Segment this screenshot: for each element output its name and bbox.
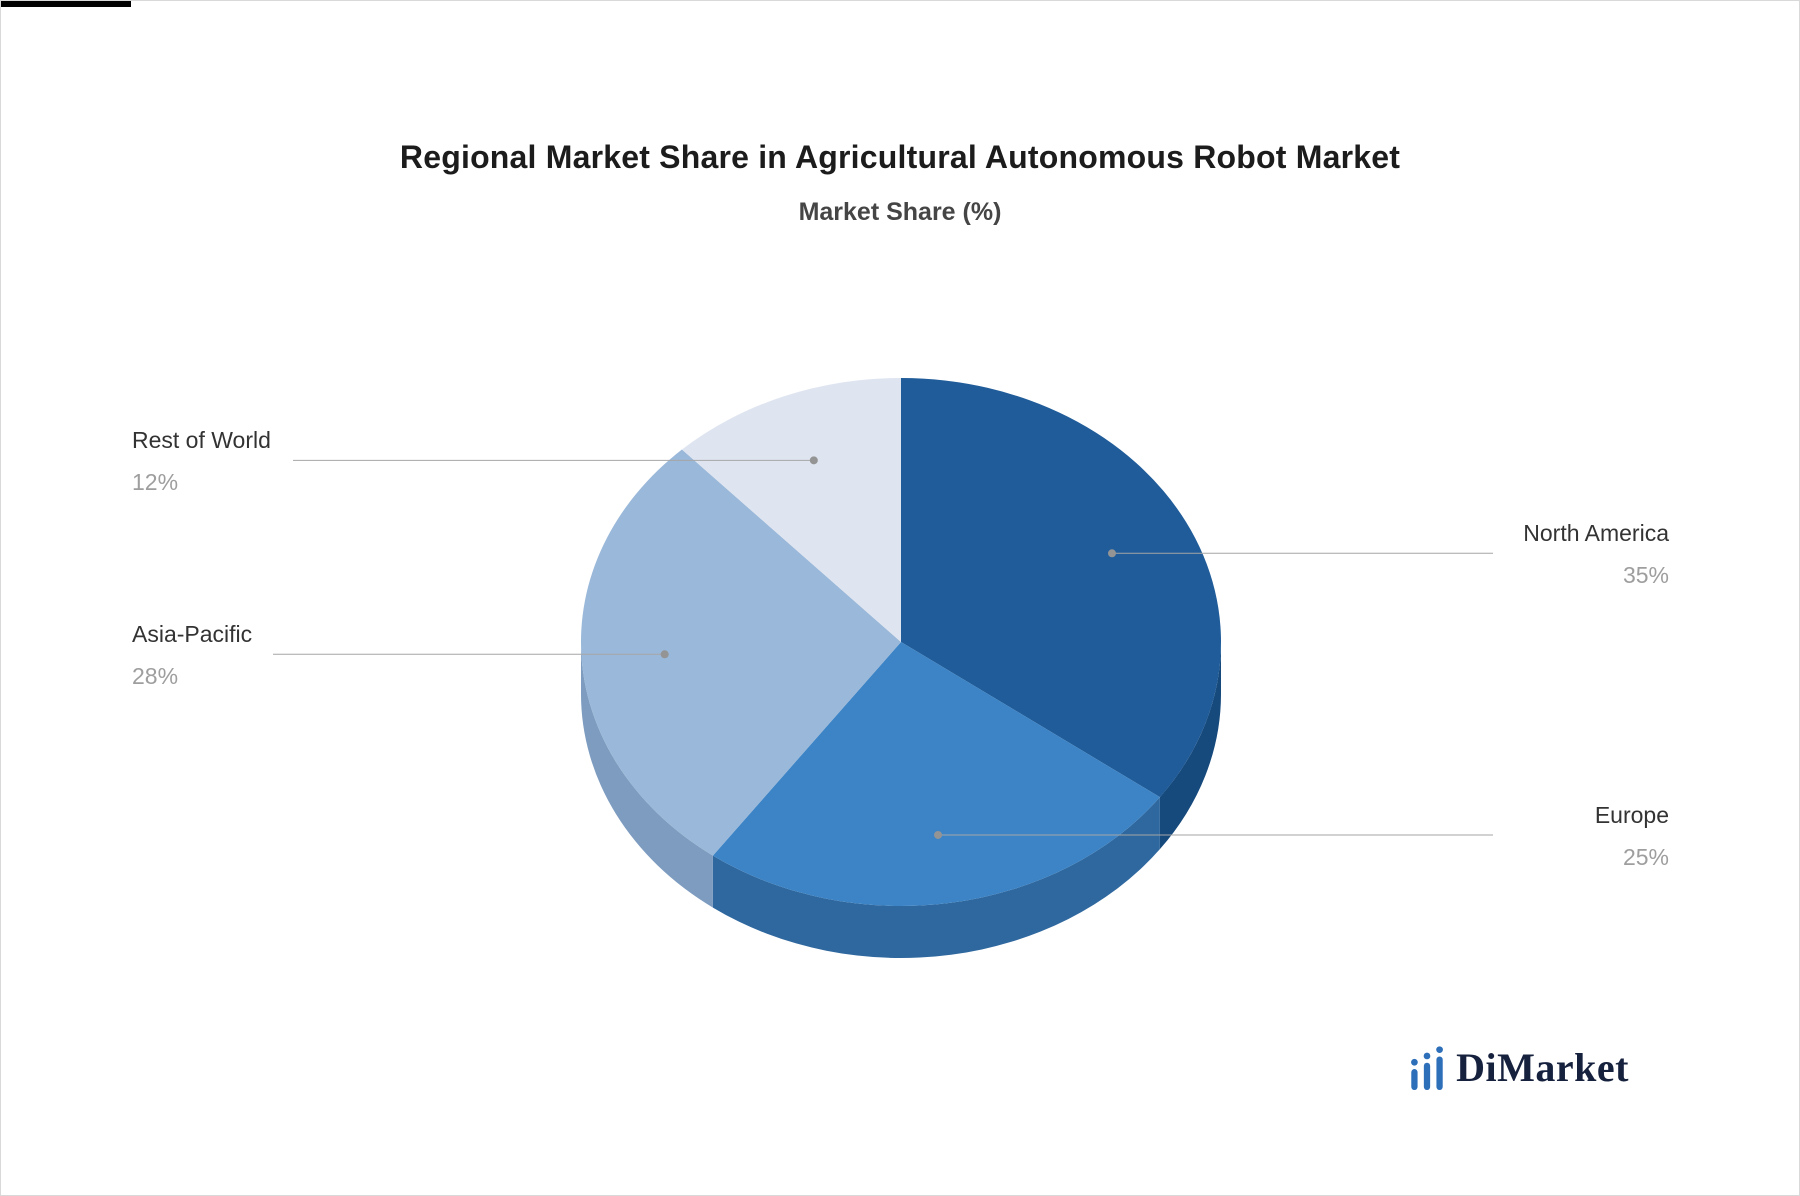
pie-label-europe: Europe 25% <box>1595 802 1669 870</box>
pie-label-name: Europe <box>1594 801 1669 828</box>
pie-label-value: 12% <box>132 469 179 496</box>
pie-slice-north-america[interactable] <box>901 378 1221 798</box>
top-edge-artifact <box>1 1 131 7</box>
label-dot-north-america <box>1107 549 1116 558</box>
pie-slice-europe[interactable] <box>712 642 1160 906</box>
pie-slice-side-asia-pacific <box>581 642 713 908</box>
pie-label-value: 28% <box>132 663 179 690</box>
pie-label-value: 35% <box>1622 562 1669 589</box>
brand-name: DiMarket <box>1456 1045 1629 1090</box>
pie-slice-rest-of-world[interactable] <box>681 378 901 642</box>
pie-label-name: Rest of World <box>132 427 271 454</box>
pie-label-name: North America <box>1523 520 1669 547</box>
label-dot-rest-of-world <box>809 456 818 465</box>
pie-label-value: 25% <box>1622 843 1669 870</box>
bar-chart-logo-icon <box>1411 1045 1444 1090</box>
pie-slice-side-north-america <box>1159 642 1221 850</box>
label-dot-europe <box>934 830 943 839</box>
chart-title: Regional Market Share in Agricultural Au… <box>399 139 1401 175</box>
pie-slice-side-europe <box>712 797 1160 958</box>
pie-label-name: Asia-Pacific <box>132 621 253 648</box>
pie-slice-asia-pacific[interactable] <box>581 449 901 856</box>
chart-subtitle: Market Share (%) <box>798 198 1002 226</box>
pie-label-asia-pacific: Asia-Pacific 28% <box>132 621 252 689</box>
brand-logo: DiMarket <box>1409 1044 1629 1091</box>
pie-label-rest-of-world: Rest of World 12% <box>132 427 271 495</box>
pie-label-north-america: North America 35% <box>1523 520 1669 588</box>
label-dot-asia-pacific <box>660 650 669 659</box>
